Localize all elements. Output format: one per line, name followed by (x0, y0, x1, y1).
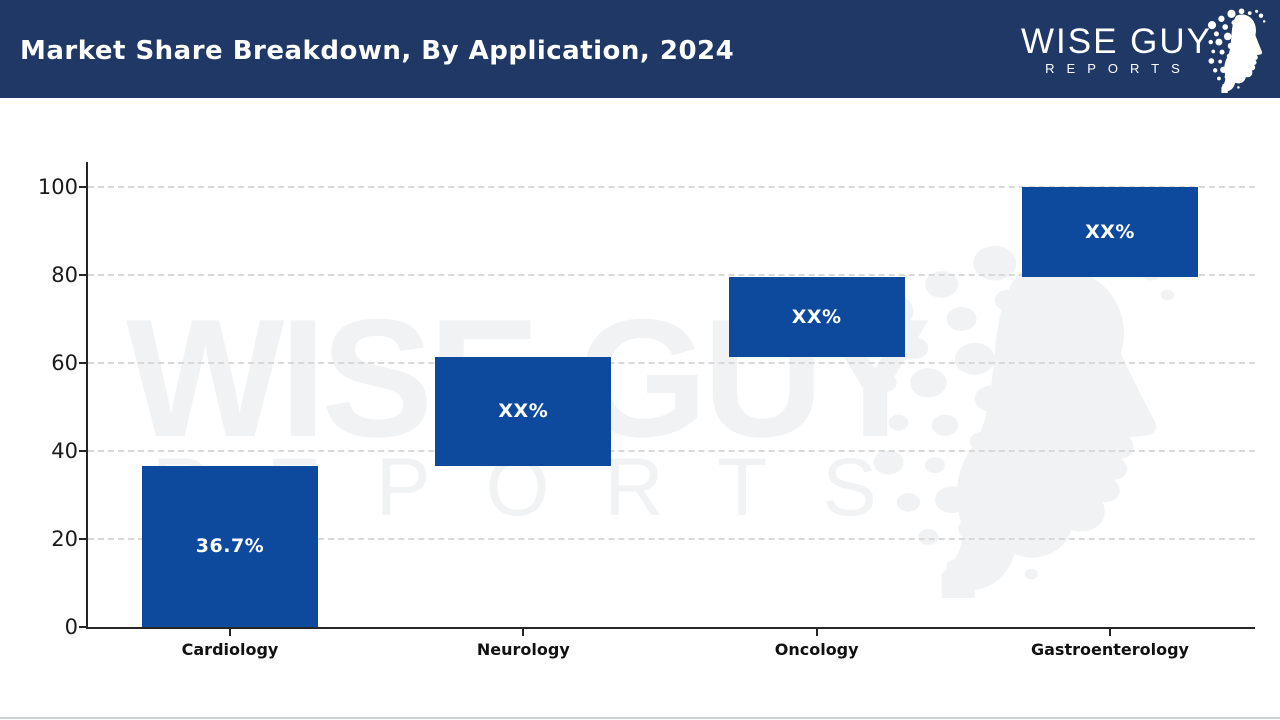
bar-value-label: 36.7% (195, 535, 265, 558)
header-bar: Market Share Breakdown, By Application, … (0, 0, 1280, 98)
y-tick-mark-0 (79, 626, 87, 628)
logo-wordmark-line2: REPORTS (1045, 60, 1192, 76)
x-tick-mark-1 (229, 629, 231, 636)
logo-head-icon (1207, 8, 1266, 93)
y-tick-mark-20 (79, 538, 87, 540)
y-tick-label-40: 40 (51, 439, 78, 463)
y-axis-spine (86, 162, 88, 629)
y-tick-label-60: 60 (51, 351, 78, 375)
y-tick-mark-60 (79, 362, 87, 364)
gridline-y-100 (88, 186, 1255, 188)
y-tick-label-0: 0 (64, 615, 78, 639)
x-tick-mark-3 (815, 629, 818, 636)
x-tick-mark-2 (522, 629, 525, 636)
bar-oncology: XX% (728, 276, 905, 358)
x-tick-label-1: Cardiology (181, 640, 279, 659)
gridline-y-40 (88, 450, 1255, 452)
bar-value-label: XX% (498, 400, 549, 423)
x-tick-mark-4 (1108, 629, 1111, 636)
logo-wordmark-line1: WISE GUY (1020, 21, 1212, 61)
bar-gastroenterology: XX% (1021, 187, 1198, 277)
brand-logo: WISE GUY REPORTS (1021, 5, 1266, 93)
bar-value-label: XX% (1085, 220, 1135, 243)
x-tick-label-4: Gastroenterology (1031, 640, 1189, 659)
bottom-border (0, 717, 1280, 719)
gridline-y-80 (88, 274, 1255, 276)
x-axis-spine (86, 627, 1255, 629)
y-tick-label-100: 100 (37, 175, 78, 199)
chart-title: Market Share Breakdown, By Application, … (20, 36, 735, 66)
y-tick-mark-100 (79, 186, 87, 188)
y-tick-label-20: 20 (51, 527, 78, 551)
y-tick-mark-40 (79, 450, 87, 452)
gridline-y-60 (88, 362, 1255, 364)
y-tick-label-80: 80 (51, 263, 78, 287)
x-tick-label-3: Oncology (774, 640, 859, 659)
bar-neurology: XX% (435, 357, 612, 466)
x-tick-label-2: Neurology (476, 640, 570, 659)
y-tick-mark-80 (79, 274, 87, 276)
gridline-y-20 (88, 538, 1255, 540)
logo-wordmark: WISE GUY REPORTS (1021, 24, 1212, 75)
bar-value-label: XX% (791, 306, 842, 328)
bar-cardiology: 36.7% (142, 465, 318, 627)
